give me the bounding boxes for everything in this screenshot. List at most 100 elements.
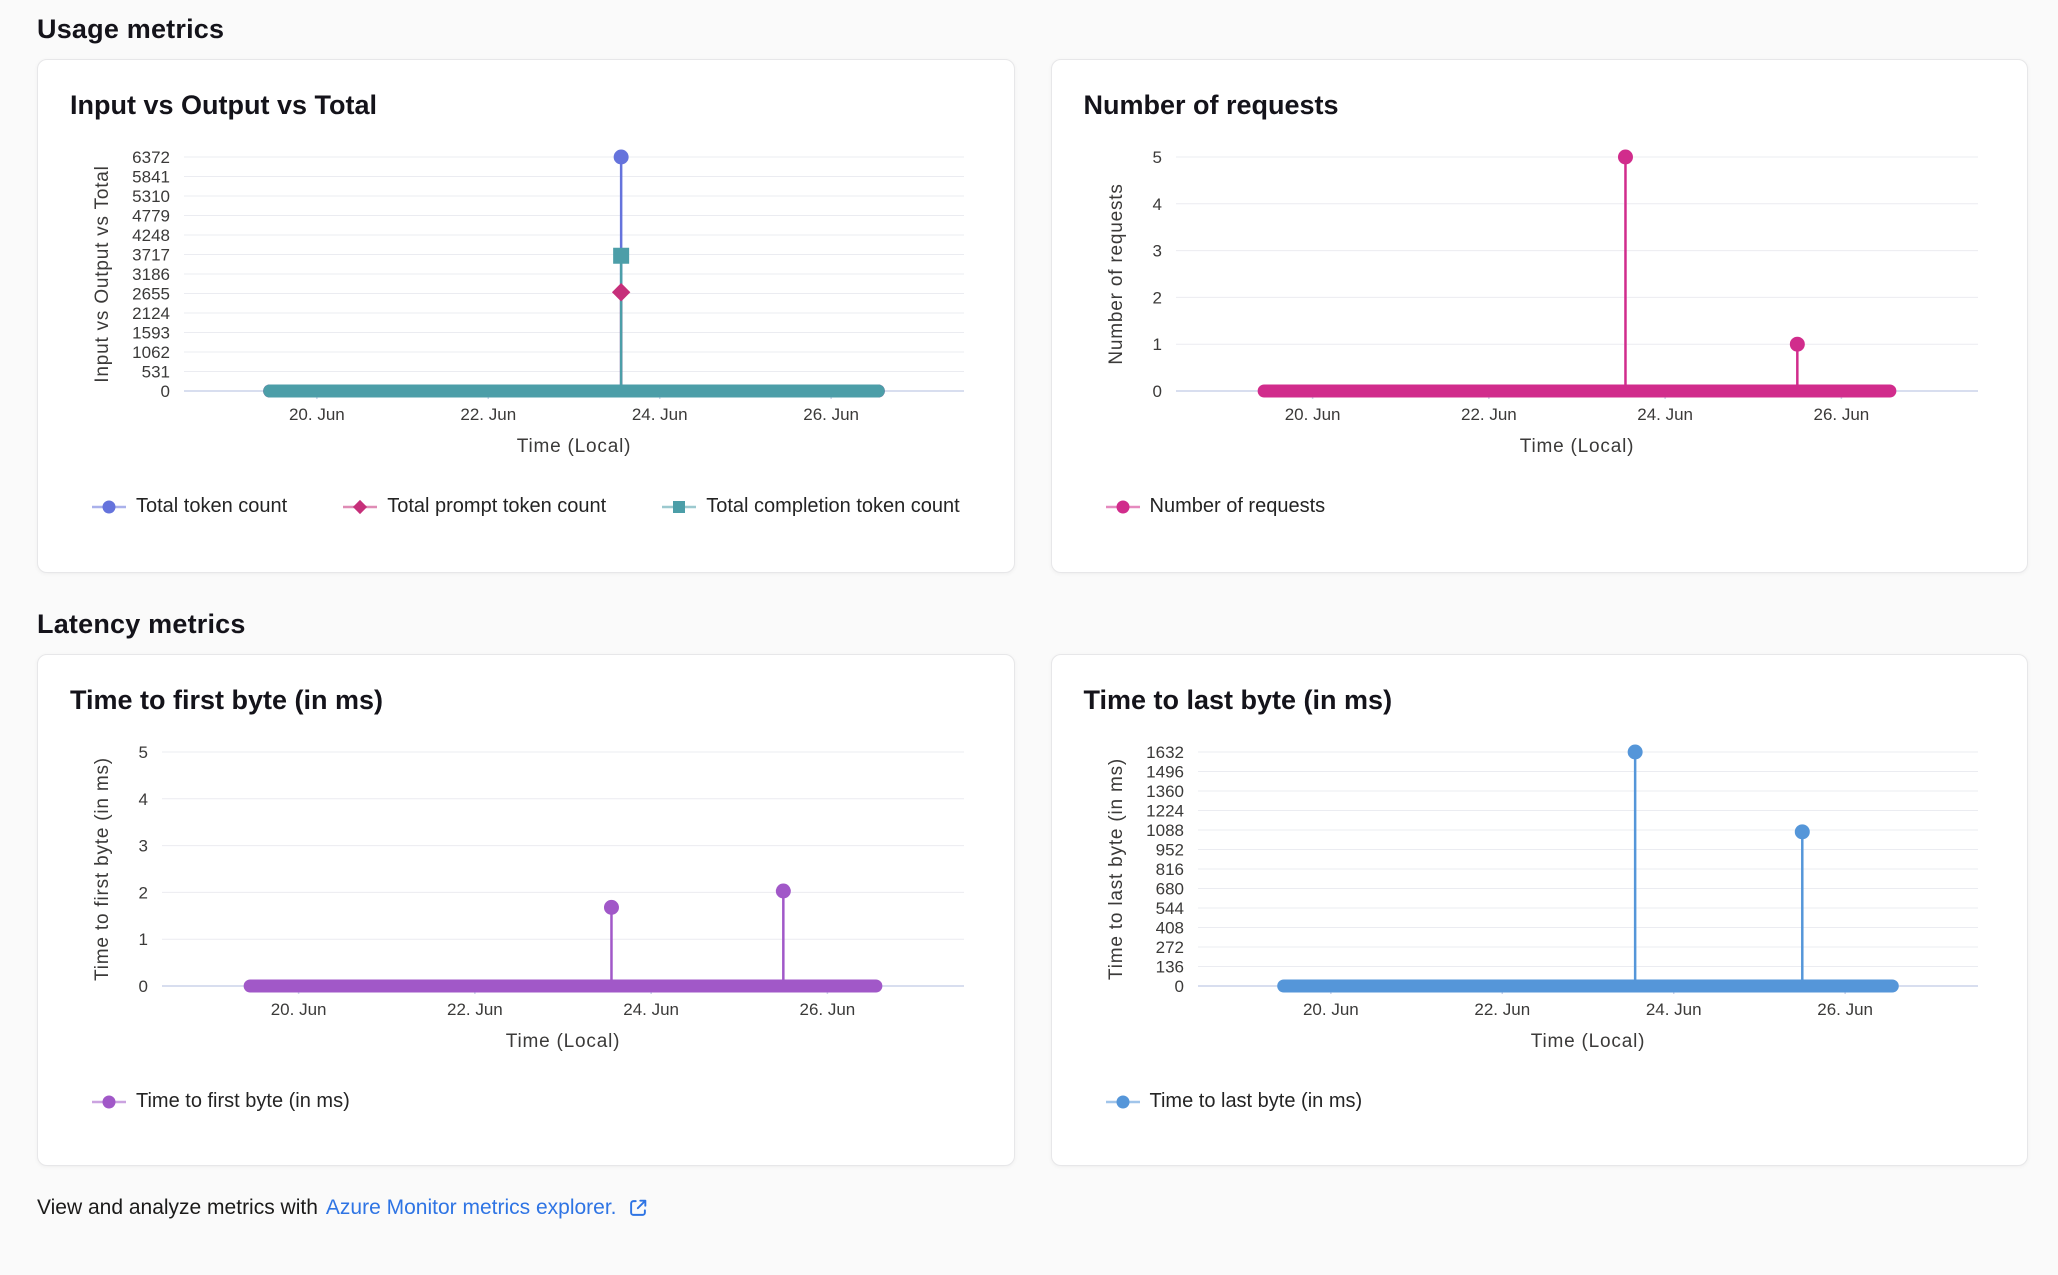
legend-label: Time to first byte (in ms) [136,1090,350,1112]
svg-text:2: 2 [1152,288,1161,307]
chart-legend: Time to last byte (in ms) [1105,1090,2006,1113]
legend-item[interactable]: Total prompt token count [343,495,606,518]
chart-title-time-to-first-byte: Time to first byte (in ms) [70,685,384,715]
svg-text:0: 0 [161,382,170,401]
svg-text:0: 0 [139,977,148,996]
legend-label: Time to last byte (in ms) [1149,1090,1363,1112]
footer-text: View and analyze metrics with [37,1196,318,1219]
time-to-last-byte-chart: 0136272408544680816952108812241360149616… [1106,743,1978,1052]
legend-marker-icon [662,500,697,513]
usage-cards-row: Input vs Output vs Total 0 531 1062 1593 212… [37,59,2028,573]
chart-card-time-to-first-byte: Time to first byte (in ms) 0 1 2 3 4 5 20. Jun… [37,654,1015,1166]
time-to-first-byte-chart: 0 1 2 3 4 5 20. Jun 22. Jun 24. Jun 26. Jun Time (… [92,743,964,1052]
svg-text:Time (Local): Time (Local) [517,436,631,457]
svg-text:5310: 5310 [132,187,170,206]
svg-text:408: 408 [1155,919,1183,938]
svg-text:24. Jun: 24. Jun [1645,1000,1701,1019]
svg-text:5841: 5841 [132,168,170,187]
svg-text:4779: 4779 [132,207,170,226]
legend-label: Total prompt token count [387,495,607,517]
svg-text:4: 4 [1152,195,1161,214]
legend-marker-icon [343,499,378,514]
svg-text:3717: 3717 [132,246,170,265]
svg-text:5: 5 [1152,148,1161,167]
svg-text:680: 680 [1155,880,1183,899]
svg-text:20. Jun: 20. Jun [289,405,345,424]
chart-card-input-output-total: Input vs Output vs Total 0 531 1062 1593 212… [37,59,1015,573]
svg-text:2124: 2124 [132,304,170,323]
svg-text:1224: 1224 [1146,802,1184,821]
svg-text:2: 2 [139,883,148,902]
svg-text:1: 1 [139,930,148,949]
chart-legend: Number of requests [1105,495,2006,518]
svg-text:26. Jun: 26. Jun [1813,405,1869,424]
svg-text:1632: 1632 [1146,743,1184,762]
svg-text:22. Jun: 22. Jun [1460,405,1516,424]
svg-text:20. Jun: 20. Jun [1302,1000,1358,1019]
svg-text:Input vs Output vs Total: Input vs Output vs Total [92,165,113,382]
latency-cards-row: Time to first byte (in ms) 0 1 2 3 4 5 20. Jun… [37,654,2028,1166]
svg-text:24. Jun: 24. Jun [632,405,688,424]
chart-legend: Total token count Total prompt token coun… [92,495,992,518]
svg-text:1360: 1360 [1146,782,1184,801]
svg-text:26. Jun: 26. Jun [800,1000,856,1019]
metrics-page: Usage metrics Input vs Output vs Total 0… [37,14,2028,1220]
number-of-requests-chart: 0 1 2 3 4 5 20. Jun 22. Jun 24. Jun 26. Jun Time (… [1106,148,1978,457]
svg-text:20. Jun: 20. Jun [271,1000,327,1019]
svg-text:3: 3 [139,837,148,856]
svg-text:Time (Local): Time (Local) [1519,436,1633,457]
svg-text:26. Jun: 26. Jun [803,405,859,424]
svg-text:272: 272 [1155,938,1183,957]
svg-text:Time (Local): Time (Local) [1530,1031,1644,1052]
svg-text:Number of requests: Number of requests [1106,183,1127,364]
svg-text:Time (Local): Time (Local) [506,1031,620,1052]
legend-marker-icon [92,1095,126,1108]
svg-text:816: 816 [1155,860,1183,879]
svg-text:4: 4 [139,790,148,809]
legend-marker-icon [1105,1095,1140,1108]
svg-text:3: 3 [1152,242,1161,261]
footer-note: View and analyze metrics with Azure Moni… [37,1196,2028,1220]
svg-text:1593: 1593 [132,324,170,343]
chart-title-number-of-requests: Number of requests [1083,90,1339,120]
chart-card-time-to-last-byte: Time to last byte (in ms) 0 136 272 408 544 6… [1050,654,2028,1166]
legend-label: Number of requests [1149,495,1326,517]
svg-text:136: 136 [1155,958,1183,977]
legend-item[interactable]: Total token count [92,495,287,518]
legend-label: Total token count [136,495,288,517]
svg-text:2655: 2655 [132,285,170,304]
legend-item[interactable]: Number of requests [1105,495,1326,518]
svg-text:6372: 6372 [132,148,170,167]
chart-card-number-of-requests: Number of requests 0 1 2 3 4 5 20. Jun 22. Jun 2… [1050,59,2028,573]
chart-legend: Time to first byte (in ms) [92,1090,992,1113]
legend-item[interactable]: Total completion token count [662,495,960,518]
svg-text:531: 531 [142,363,170,382]
svg-text:3186: 3186 [132,265,170,284]
svg-text:0: 0 [1174,977,1183,996]
svg-text:20. Jun: 20. Jun [1284,405,1340,424]
svg-text:1: 1 [1152,335,1161,354]
svg-text:24. Jun: 24. Jun [623,1000,679,1019]
svg-text:22. Jun: 22. Jun [447,1000,503,1019]
external-link-icon[interactable] [627,1197,649,1219]
svg-text:Time to last byte (in ms): Time to last byte (in ms) [1106,758,1127,980]
svg-text:1062: 1062 [132,343,170,362]
svg-text:0: 0 [1152,382,1161,401]
svg-text:22. Jun: 22. Jun [1474,1000,1530,1019]
svg-text:544: 544 [1155,899,1183,918]
legend-label: Total completion token count [706,495,960,517]
input-output-total-chart: 0531106215932124265531863717424847795310… [92,148,964,457]
svg-text:1496: 1496 [1146,763,1184,782]
legend-item[interactable]: Time to last byte (in ms) [1105,1090,1363,1113]
legend-item[interactable]: Time to first byte (in ms) [92,1090,350,1113]
svg-text:24. Jun: 24. Jun [1637,405,1693,424]
svg-text:5: 5 [139,743,148,762]
svg-text:Time to first byte (in ms): Time to first byte (in ms) [92,757,113,981]
legend-marker-icon [92,500,126,513]
svg-text:4248: 4248 [132,226,170,245]
chart-title-time-to-last-byte: Time to last byte (in ms) [1083,685,1393,715]
azure-monitor-metrics-explorer-link[interactable]: Azure Monitor metrics explorer. [325,1196,617,1219]
svg-text:952: 952 [1155,841,1183,860]
section-heading-usage: Usage metrics [37,14,225,44]
svg-text:26. Jun: 26. Jun [1817,1000,1873,1019]
